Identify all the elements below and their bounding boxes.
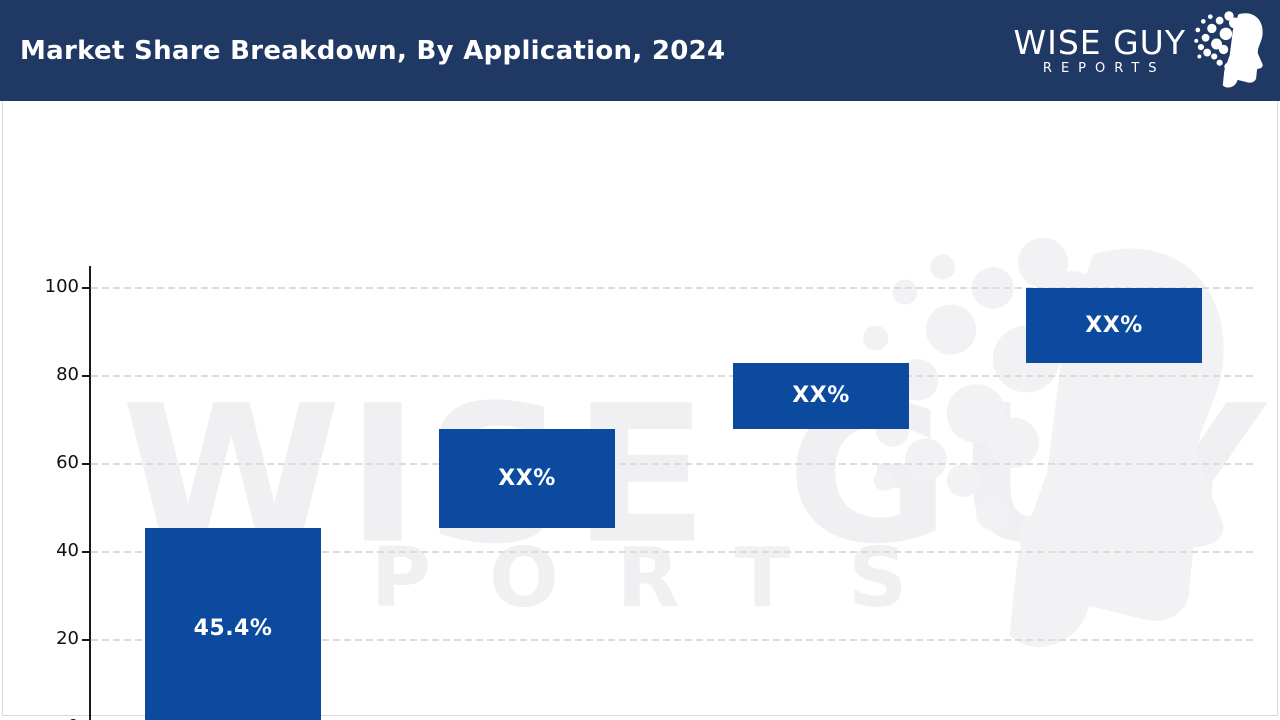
gridline-100: [91, 287, 1256, 289]
y-tick-label-60: 60: [56, 452, 79, 473]
gridline-80: [91, 375, 1256, 377]
y-tick-label-0: 0: [23, 716, 79, 720]
y-tick-40: [82, 551, 89, 553]
logo-text: WISE GUY REPORTS: [1013, 22, 1186, 77]
plot: 02040608010045.4%AutomotiveXX%AerospaceX…: [3, 101, 1277, 720]
bar-value-label-marine: XX%: [792, 383, 850, 409]
y-tick-60: [82, 463, 89, 465]
bar-automotive: 45.4%: [145, 528, 321, 720]
bar-value-label-automotive: 45.4%: [193, 615, 273, 641]
logo-subtext: REPORTS: [1042, 61, 1166, 77]
bar-industrial-machinery: XX%: [1026, 288, 1202, 363]
y-tick-20: [82, 639, 89, 641]
logo-wordmark: WISE GUY: [1013, 22, 1186, 62]
header-bar: Market Share Breakdown, By Application, …: [0, 0, 1280, 101]
gridline-40: [91, 551, 1256, 553]
logo-head-icon: [1194, 11, 1263, 88]
y-tick-80: [82, 375, 89, 377]
bar-aerospace: XX%: [439, 428, 615, 529]
chart-area: WISE GUY PORTS 02040608: [2, 101, 1278, 720]
y-tick-label-80: 80: [56, 364, 79, 385]
bar-value-label-aerospace: XX%: [498, 466, 556, 492]
y-axis-spine: [89, 266, 91, 720]
gridline-60: [91, 463, 1256, 465]
bar-marine: XX%: [733, 362, 909, 429]
wiseguy-logo: WISE GUY REPORTS: [1013, 6, 1268, 96]
y-tick-label-40: 40: [56, 540, 79, 561]
bar-value-label-industrial-machinery: XX%: [1085, 312, 1143, 338]
chart-title: Market Share Breakdown, By Application, …: [20, 35, 726, 66]
y-tick-label-20: 20: [56, 628, 79, 649]
y-tick-label-100: 100: [44, 276, 79, 297]
gridline-20: [91, 639, 1256, 641]
y-tick-100: [82, 287, 89, 289]
